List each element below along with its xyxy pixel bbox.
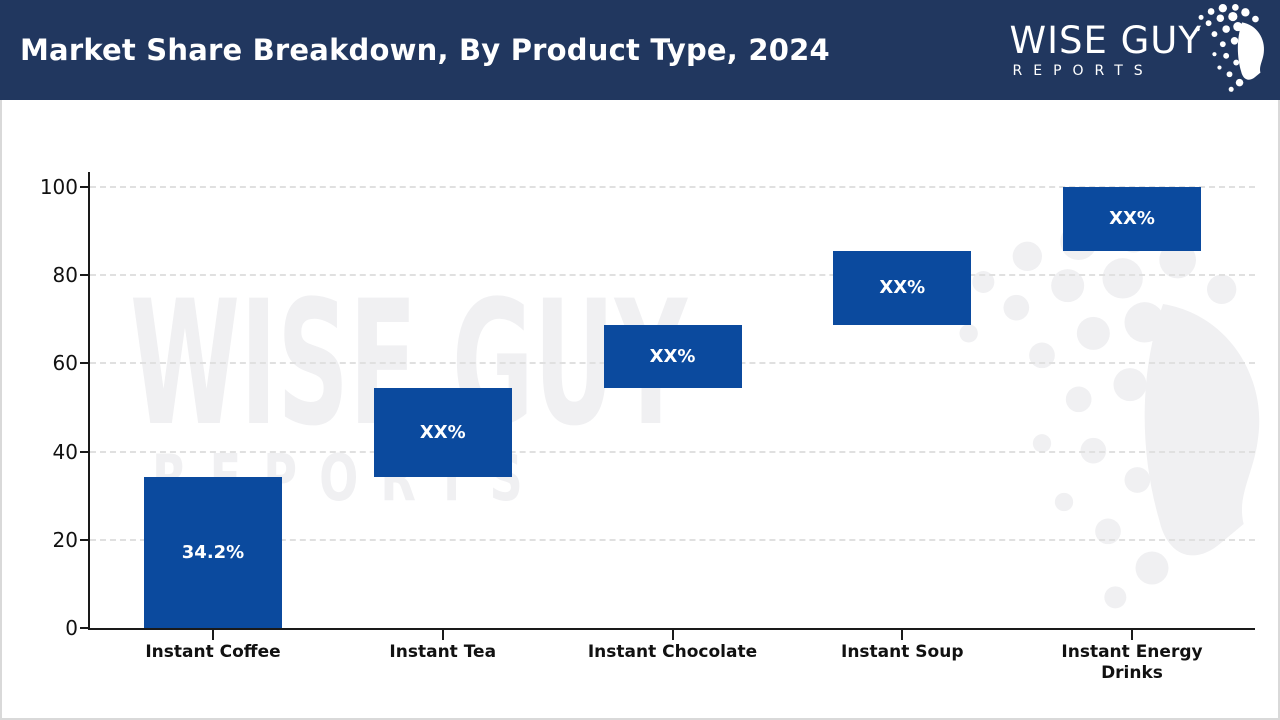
y-tick-mark xyxy=(80,450,90,453)
wise-guy-logo: WISE GUY REPORTS xyxy=(1010,4,1266,96)
x-tick-mark xyxy=(901,630,904,640)
y-tick-mark xyxy=(80,186,90,188)
x-tick-mark xyxy=(441,630,444,640)
logo-wordmark-line2: REPORTS xyxy=(1012,62,1154,79)
header-bar: Market Share Breakdown, By Product Type,… xyxy=(0,0,1280,100)
y-tick-label: 20 xyxy=(52,527,78,552)
y-gridline xyxy=(90,538,1255,541)
x-category-label: Instant Tea xyxy=(389,642,497,662)
y-gridline xyxy=(90,450,1255,453)
x-category-label: Instant Energy Drinks xyxy=(1061,642,1203,683)
y-tick-label: 80 xyxy=(52,263,78,288)
bar-instant-coffee: 34.2% xyxy=(144,477,282,628)
x-tick-mark xyxy=(671,630,674,640)
bar-instant-soup: XX% xyxy=(833,250,972,325)
y-tick-label: 60 xyxy=(52,351,78,376)
bar-instant-chocolate: XX% xyxy=(603,324,742,388)
x-category-label: Instant Soup xyxy=(841,642,964,662)
y-tick-mark xyxy=(80,538,90,541)
bar-instant-energy-drinks: XX% xyxy=(1063,187,1201,251)
bar-value-label: XX% xyxy=(649,345,696,367)
bar-value-label: XX% xyxy=(419,421,466,443)
bar-value-label: XX% xyxy=(1109,208,1155,230)
bar-value-label: 34.2% xyxy=(181,542,245,564)
page-title: Market Share Breakdown, By Product Type,… xyxy=(20,33,830,67)
y-tick-label: 100 xyxy=(39,175,78,199)
y-gridline xyxy=(90,186,1255,188)
waterfall-chart: 0 20 40 60 80 100 34.2% Instant Coffee XX% Instan… xyxy=(2,100,1278,718)
x-category-label: Instant Chocolate xyxy=(587,642,758,662)
bar-value-label: XX% xyxy=(879,277,926,299)
y-tick-mark xyxy=(80,627,90,629)
x-tick-mark xyxy=(1131,630,1133,640)
y-axis-line xyxy=(88,172,90,630)
y-tick-label: 40 xyxy=(52,439,78,464)
y-gridline xyxy=(90,274,1255,277)
logo-wordmark: WISE GUY REPORTS xyxy=(1010,22,1202,79)
logo-face-icon xyxy=(1195,4,1265,92)
y-tick-mark xyxy=(80,362,90,365)
logo-wordmark-line1: WISE GUY xyxy=(1009,18,1202,62)
chart-canvas: WISE GUY REPORTS 0 20 40 60 80 100 34.2% Instan… xyxy=(0,100,1280,720)
y-tick-mark xyxy=(80,274,90,277)
x-category-label: Instant Coffee xyxy=(145,642,281,662)
y-tick-label: 0 xyxy=(65,616,78,640)
x-tick-mark xyxy=(212,630,214,640)
bar-instant-tea: XX% xyxy=(373,387,512,478)
x-axis-line xyxy=(88,628,1255,630)
